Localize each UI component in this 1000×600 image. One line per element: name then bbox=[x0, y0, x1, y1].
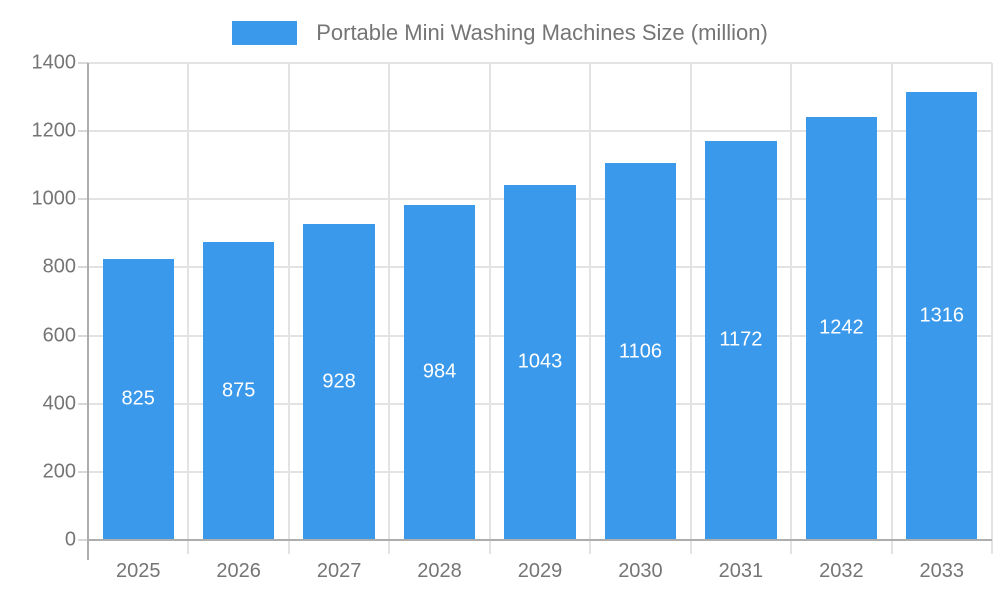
y-axis-tick bbox=[78, 402, 88, 405]
x-axis-label: 2032 bbox=[819, 560, 864, 582]
bar-2029 bbox=[504, 184, 576, 540]
y-axis-label: 1400 bbox=[31, 51, 77, 74]
y-axis-tick bbox=[78, 539, 88, 541]
x-axis-label: 2031 bbox=[718, 560, 764, 582]
y-axis-tick bbox=[78, 334, 88, 337]
gridline-vertical bbox=[991, 63, 993, 554]
bar-value-label: 984 bbox=[422, 360, 457, 383]
y-axis-label: 200 bbox=[42, 460, 76, 483]
y-axis-tick bbox=[78, 266, 88, 269]
gridline-horizontal bbox=[88, 130, 992, 133]
bar-value-label: 825 bbox=[121, 387, 155, 410]
x-axis-label: 2025 bbox=[115, 560, 161, 582]
x-axis-label: 2028 bbox=[417, 560, 462, 582]
legend-label: Portable Mini Washing Machines Size (mil… bbox=[316, 20, 768, 45]
legend-swatch bbox=[232, 21, 298, 45]
y-axis-label: 1000 bbox=[31, 187, 77, 210]
bar-2030 bbox=[604, 163, 677, 540]
y-axis-tick bbox=[78, 62, 88, 64]
bar-2033 bbox=[906, 91, 978, 540]
bar-value-label: 1242 bbox=[819, 316, 864, 339]
y-axis-label: 1200 bbox=[31, 119, 77, 142]
bar-2028 bbox=[403, 204, 476, 540]
gridline-vertical bbox=[589, 63, 592, 554]
bar-value-label: 1106 bbox=[618, 340, 662, 363]
gridline-vertical bbox=[790, 63, 793, 554]
y-axis-tick bbox=[78, 198, 88, 201]
gridline-vertical bbox=[187, 63, 190, 554]
bar-value-label: 875 bbox=[221, 379, 256, 402]
gridline-vertical bbox=[689, 63, 692, 554]
x-axis-line bbox=[88, 539, 992, 541]
y-axis-label: 800 bbox=[42, 255, 76, 278]
y-axis-line bbox=[87, 63, 89, 560]
gridline-vertical bbox=[890, 63, 893, 554]
bar-2027 bbox=[303, 223, 375, 540]
gridline-vertical bbox=[488, 63, 491, 554]
bar-2025 bbox=[102, 258, 174, 540]
chart-legend[interactable]: Portable Mini Washing Machines Size (mil… bbox=[0, 16, 1000, 50]
bar-value-label: 1316 bbox=[919, 304, 965, 327]
y-axis-label: 600 bbox=[42, 324, 76, 347]
gridline-vertical bbox=[287, 63, 290, 554]
x-axis-label: 2026 bbox=[216, 560, 261, 582]
x-axis-label: 2033 bbox=[919, 560, 965, 582]
bar-2026 bbox=[203, 241, 275, 540]
bar-value-label: 1043 bbox=[517, 350, 563, 373]
bar-2031 bbox=[705, 140, 777, 540]
bar-value-label: 928 bbox=[322, 370, 356, 393]
y-axis-label: 400 bbox=[42, 392, 76, 415]
y-axis-tick bbox=[78, 470, 88, 473]
gridline-vertical bbox=[388, 63, 391, 554]
x-axis-label: 2029 bbox=[517, 560, 563, 582]
x-axis-label: 2027 bbox=[316, 560, 362, 582]
bar-value-label: 1172 bbox=[719, 328, 763, 351]
y-axis-tick bbox=[78, 130, 88, 133]
gridline-horizontal bbox=[88, 62, 992, 64]
plot-area: 0 200 400 600 800 1000 1200 1400 825 2025 875 2026 9… bbox=[32, 52, 993, 582]
y-axis-label: 0 bbox=[64, 528, 76, 551]
x-axis-label: 2030 bbox=[618, 560, 663, 582]
bar-2032 bbox=[805, 116, 877, 540]
